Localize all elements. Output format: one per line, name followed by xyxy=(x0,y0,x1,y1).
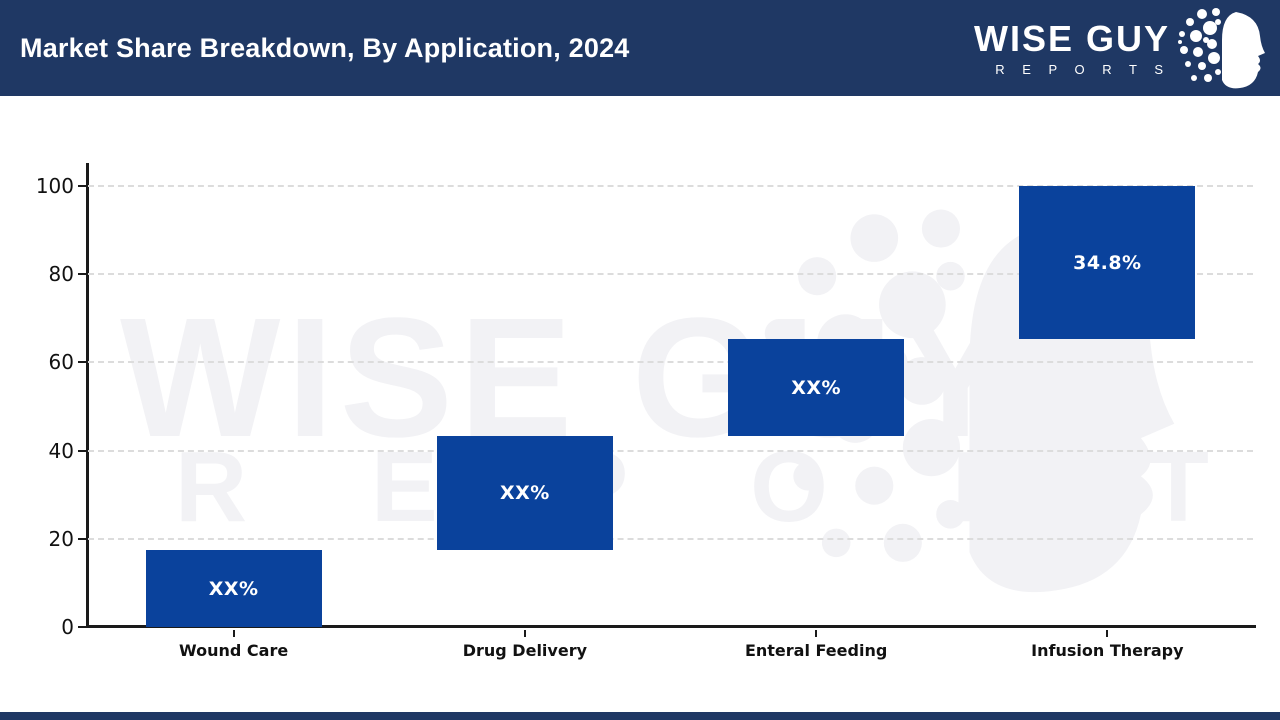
wiseguy-logo: WISE GUY R E P O R T S xyxy=(974,6,1266,90)
y-tick-mark-80 xyxy=(78,273,86,276)
gridline-100 xyxy=(88,185,1253,187)
y-tick-mark-100 xyxy=(78,185,86,187)
x-tick-label-3: Infusion Therapy xyxy=(1031,641,1184,660)
logo-name-text: WISE GUY xyxy=(973,17,1170,59)
x-tick-mark-1 xyxy=(523,630,526,637)
y-tick-label-0: 0 xyxy=(61,615,74,639)
gridline-60 xyxy=(88,361,1253,364)
y-tick-label-100: 100 xyxy=(35,174,74,198)
y-tick-mark-20 xyxy=(78,537,86,540)
bar-drug-delivery-text: XX% xyxy=(499,481,550,504)
y-tick-mark-0 xyxy=(78,626,86,628)
y-tick-mark-60 xyxy=(78,361,86,364)
y-tick-label-80: 80 xyxy=(48,262,74,287)
gridline-40 xyxy=(88,449,1253,452)
header-bar: Market Share Breakdown, By Application, … xyxy=(0,0,1280,96)
x-tick-label-1: Drug Delivery xyxy=(462,641,588,660)
x-tick-mark-3 xyxy=(1106,630,1109,637)
x-tick-mark-2 xyxy=(815,630,818,637)
y-tick-label-40: 40 xyxy=(48,438,74,463)
footer-bar xyxy=(0,712,1280,720)
bar-wound-care: XX% xyxy=(145,550,322,627)
x-tick-label-2: Enteral Feeding xyxy=(744,641,888,660)
logo-subtitle-text: R E P O R T S xyxy=(995,61,1170,77)
bar-infusion-therapy-text: 34.8% xyxy=(1073,251,1142,274)
x-tick-label-0: Wound Care xyxy=(179,641,289,660)
x-tick-mark-0 xyxy=(232,630,235,637)
bar-enteral-feeding: XX% xyxy=(728,339,905,436)
logo-wordmark: WISE GUY R E P O R T S xyxy=(973,17,1170,77)
bar-drug-delivery: XX% xyxy=(436,435,613,551)
waterfall-chart: 0 20 40 60 80 100 XX% Wound Care XX% Drug Deliver… xyxy=(0,96,1280,712)
y-tick-label-60: 60 xyxy=(48,350,74,375)
page-title: Market Share Breakdown, By Application, … xyxy=(20,32,630,63)
logo-face-icon xyxy=(1178,8,1265,89)
bar-wound-care-text: XX% xyxy=(208,577,259,600)
bar-infusion-therapy: 34.8% xyxy=(1019,186,1196,340)
gridline-80 xyxy=(88,273,1253,276)
y-tick-label-20: 20 xyxy=(48,526,74,551)
y-axis-spine xyxy=(86,163,89,627)
gridline-20 xyxy=(88,537,1253,540)
bar-enteral-feeding-text: XX% xyxy=(791,376,842,399)
x-axis-spine xyxy=(86,625,1256,628)
y-tick-mark-40 xyxy=(78,449,86,452)
